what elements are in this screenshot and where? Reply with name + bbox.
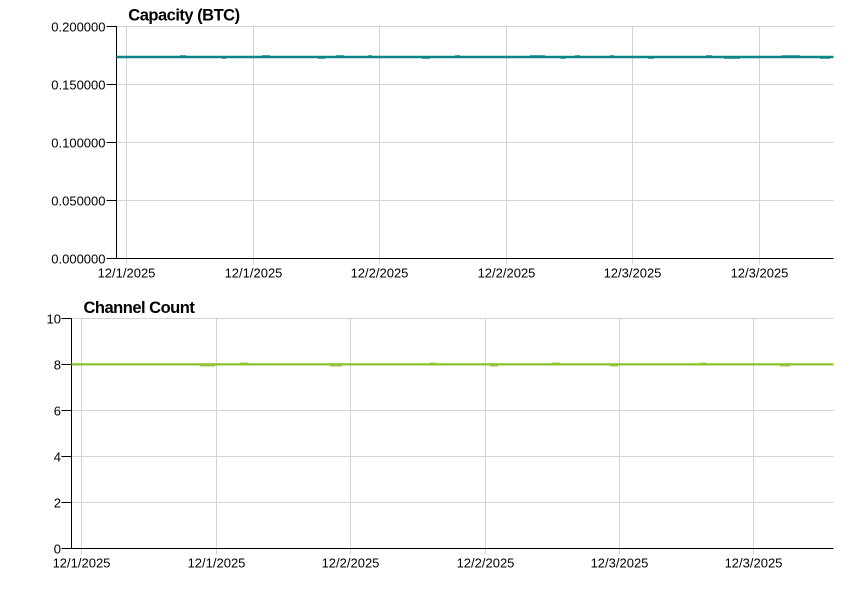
svg-text:12/3/2025: 12/3/2025 [725, 556, 783, 571]
svg-text:12/1/2025: 12/1/2025 [225, 266, 283, 281]
svg-text:12/2/2025: 12/2/2025 [457, 556, 515, 571]
svg-text:0: 0 [54, 541, 61, 556]
svg-text:12/3/2025: 12/3/2025 [731, 266, 789, 281]
svg-text:12/2/2025: 12/2/2025 [351, 266, 409, 281]
svg-text:0.000000: 0.000000 [51, 251, 105, 266]
svg-text:0.150000: 0.150000 [51, 77, 105, 92]
svg-text:12/3/2025: 12/3/2025 [604, 266, 662, 281]
svg-text:2: 2 [54, 495, 61, 510]
svg-text:12/1/2025: 12/1/2025 [188, 556, 246, 571]
svg-text:12/1/2025: 12/1/2025 [98, 266, 156, 281]
svg-text:6: 6 [54, 403, 61, 418]
svg-text:12/2/2025: 12/2/2025 [478, 266, 536, 281]
svg-text:10: 10 [47, 311, 61, 326]
svg-text:8: 8 [54, 357, 61, 372]
svg-text:12/1/2025: 12/1/2025 [53, 556, 111, 571]
svg-text:0.100000: 0.100000 [51, 135, 105, 150]
svg-text:Capacity (BTC): Capacity (BTC) [128, 7, 239, 25]
svg-text:Channel Count: Channel Count [84, 299, 196, 317]
svg-text:0.050000: 0.050000 [51, 193, 105, 208]
svg-text:12/3/2025: 12/3/2025 [591, 556, 649, 571]
svg-text:12/2/2025: 12/2/2025 [322, 556, 380, 571]
svg-text:0.200000: 0.200000 [51, 19, 105, 34]
svg-text:4: 4 [54, 449, 61, 464]
